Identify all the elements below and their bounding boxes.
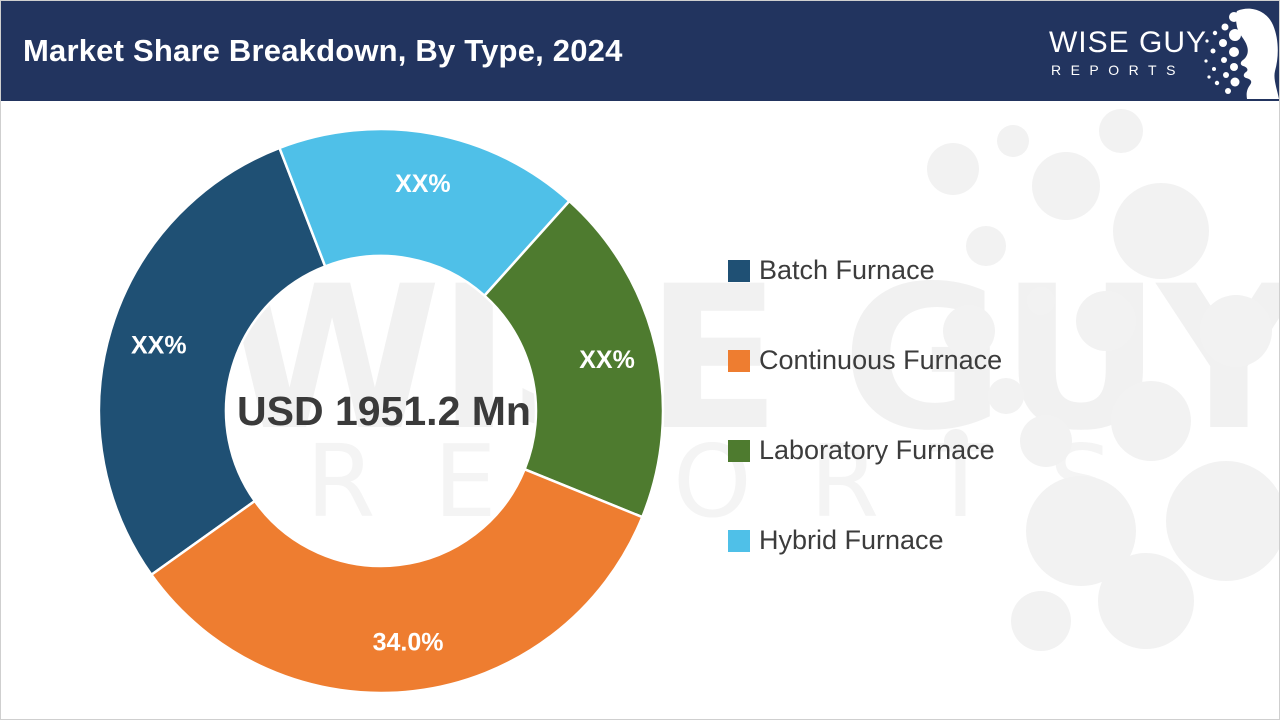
slice-continuous-furnace (150, 468, 644, 695)
legend-swatch-batch-furnace (728, 259, 750, 282)
legend-swatch-continuous-furnace (728, 349, 750, 372)
wiseguy-logo: WISE GUY REPORTS (1029, 1, 1279, 101)
slice-value-label-laboratory-furnace: XX% (579, 346, 635, 374)
legend-swatch-hybrid-furnace (728, 529, 750, 552)
legend-label-batch-furnace: Batch Furnace (759, 255, 935, 285)
legend-item-laboratory-furnace: Laboratory Furnace (728, 435, 1002, 466)
legend-label-hybrid-furnace: Hybrid Furnace (759, 525, 944, 555)
slice-batch-furnace (97, 146, 327, 577)
slice-value-label-batch-furnace: XX% (131, 331, 187, 359)
chart-legend: Batch Furnace Continuous Furnace Laborat… (728, 255, 1002, 556)
legend-item-batch-furnace: Batch Furnace (728, 255, 1002, 286)
slice-value-label-hybrid-furnace: XX% (395, 170, 451, 198)
logo-wordmark: WISE GUY (1048, 26, 1207, 59)
header: Market Share Breakdown, By Type, 2024 WI… (1, 1, 1279, 101)
logo-subtitle: REPORTS (1050, 61, 1185, 78)
legend-item-hybrid-furnace: Hybrid Furnace (728, 525, 1002, 556)
donut-center-value: USD 1951.2 Mn (237, 388, 531, 434)
page-title: Market Share Breakdown, By Type, 2024 (23, 33, 623, 68)
slice-value-label-continuous-furnace: 34.0% (373, 628, 444, 656)
logo-text: WISE GUY REPORTS (1049, 27, 1207, 78)
donut-slice-labels: XX% XX% XX% 34.0% (131, 170, 635, 657)
legend-label-continuous-furnace: Continuous Furnace (759, 345, 1003, 375)
legend-swatch-laboratory-furnace (728, 439, 750, 462)
donut-slices (97, 127, 665, 695)
slice-hybrid-furnace (278, 127, 571, 297)
legend-item-continuous-furnace: Continuous Furnace (728, 345, 1002, 376)
logo-head-icon (1204, 8, 1279, 99)
slice-laboratory-furnace (483, 199, 665, 519)
legend-label-laboratory-furnace: Laboratory Furnace (759, 435, 995, 465)
